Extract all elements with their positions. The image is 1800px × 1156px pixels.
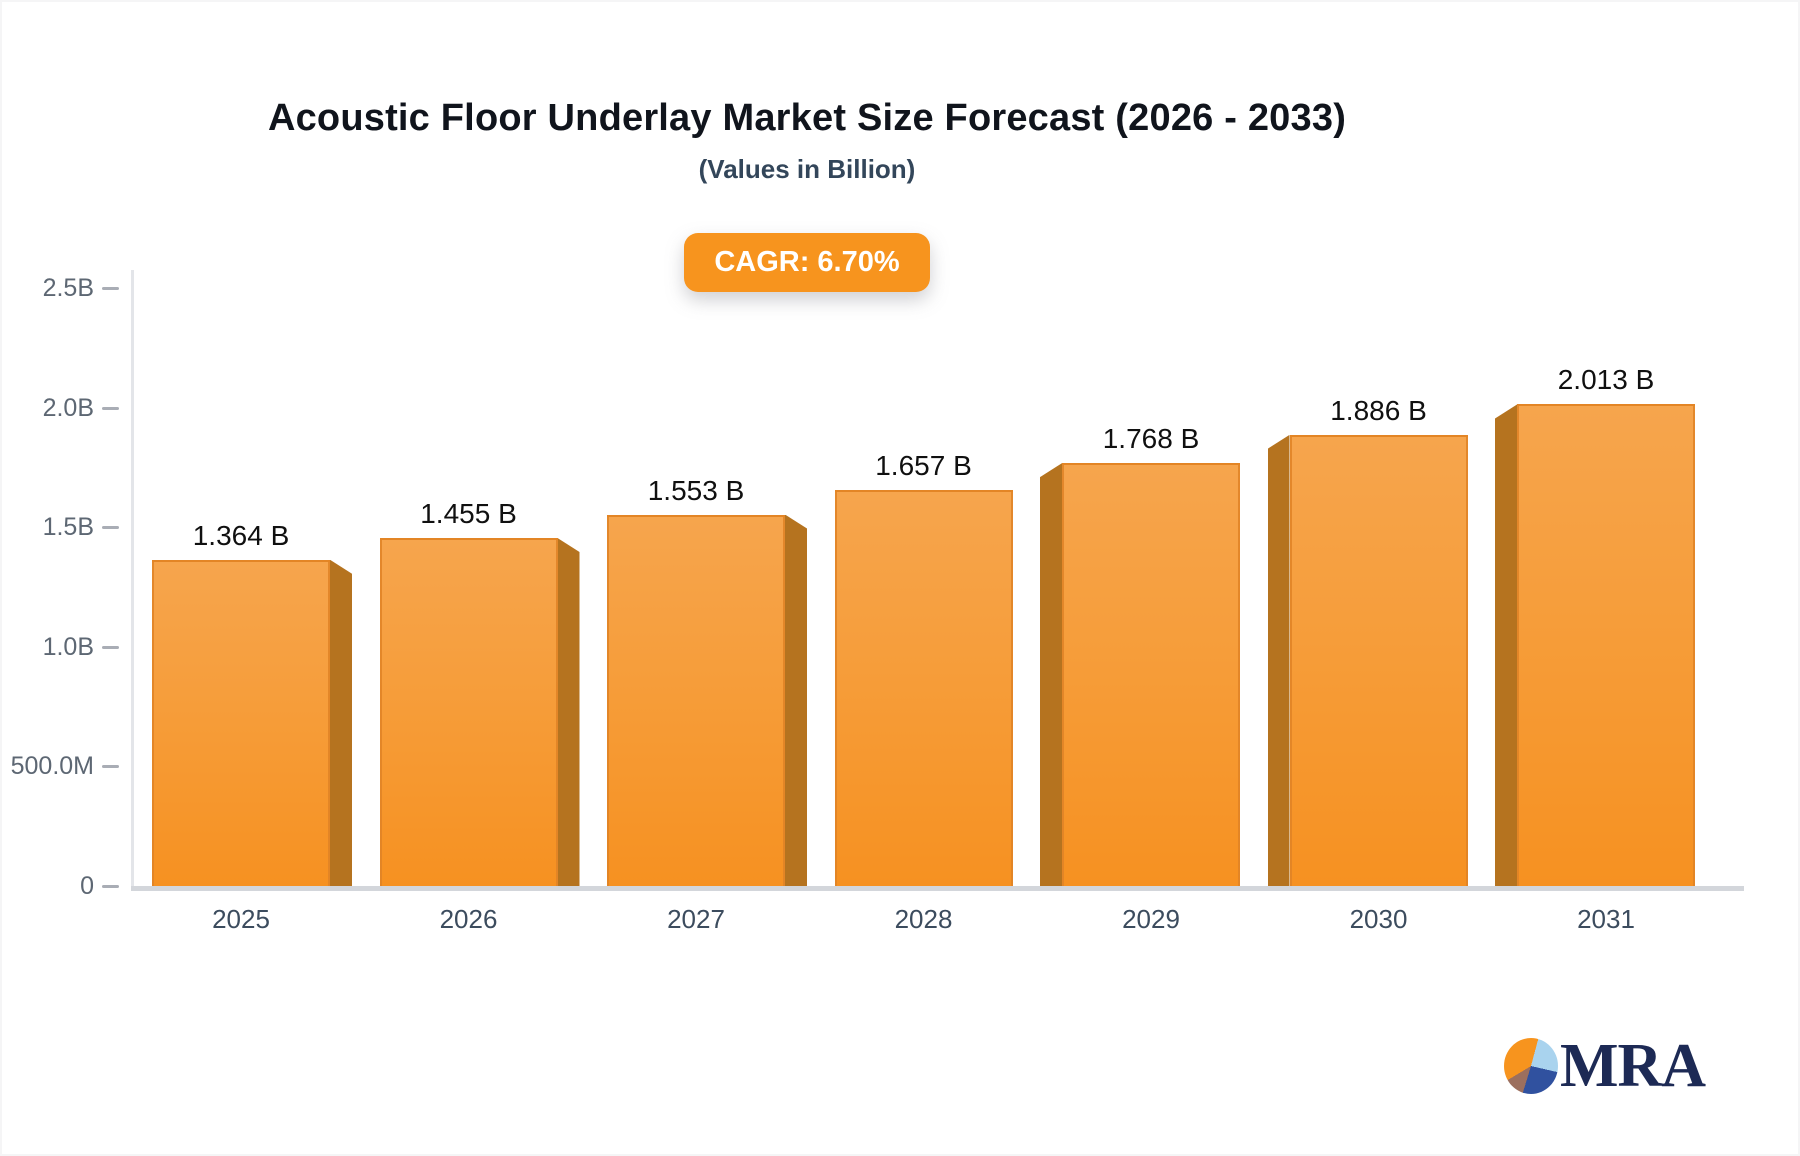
bar (1062, 463, 1240, 886)
y-tick-mark (102, 765, 119, 769)
x-tick-label: 2025 (212, 904, 270, 934)
x-tick-label: 2026 (439, 904, 498, 934)
bar-value-label: 1.886 B (1330, 394, 1427, 426)
y-tick-mark (102, 526, 119, 530)
bar (834, 489, 1013, 886)
pie-chart-logo-icon (1504, 1038, 1558, 1094)
bar-value-label: 1.768 B (1102, 423, 1200, 455)
y-axis-line (131, 270, 134, 890)
bar-value-label: 1.364 B (192, 519, 290, 551)
bar-3d-side (557, 537, 580, 886)
bar-value-label: 1.455 B (420, 497, 517, 529)
bar (607, 514, 785, 886)
bar (379, 537, 558, 886)
y-tick-mark (102, 885, 119, 888)
brand-logo: MRA (1504, 1032, 1706, 1100)
y-tick-label: 1.0B (42, 632, 94, 661)
bar-value-label: 2.013 B (1557, 364, 1655, 396)
bar-3d-side (1040, 463, 1062, 886)
y-tick-label: 500.0M (10, 752, 94, 781)
chart-title: Acoustic Floor Underlay Market Size Fore… (267, 97, 1347, 139)
bar-3d-side (1495, 404, 1517, 886)
y-tick-label: 0 (80, 872, 94, 900)
chart-subtitle: (Values in Billion) (698, 154, 916, 184)
y-tick-label: 1.5B (42, 513, 94, 542)
x-tick-label: 2027 (667, 904, 725, 934)
x-axis-line (131, 886, 1744, 891)
bar-3d-side (1267, 434, 1290, 886)
y-tick-label: 2.5B (42, 274, 94, 302)
y-tick-mark (102, 645, 119, 649)
x-tick-label: 2031 (1577, 904, 1635, 934)
brand-logo-text: MRA (1560, 1032, 1706, 1100)
bar-3d-side (785, 514, 807, 886)
bar-3d-side (330, 559, 352, 886)
y-tick-mark (102, 406, 119, 410)
cagr-badge: CAGR: 6.70% (684, 233, 930, 292)
x-tick-label: 2028 (894, 904, 953, 934)
x-tick-label: 2030 (1349, 904, 1408, 934)
bar (152, 559, 330, 886)
bar-value-label: 1.553 B (647, 474, 745, 506)
y-tick-mark (102, 287, 119, 290)
chart-header: Acoustic Floor Underlay Market Size Fore… (2, 97, 1612, 292)
x-tick-label: 2029 (1122, 904, 1180, 934)
bar (1517, 404, 1695, 886)
bar (1289, 434, 1468, 886)
y-tick-label: 2.0B (42, 393, 94, 422)
bar-value-label: 1.657 B (875, 449, 972, 481)
